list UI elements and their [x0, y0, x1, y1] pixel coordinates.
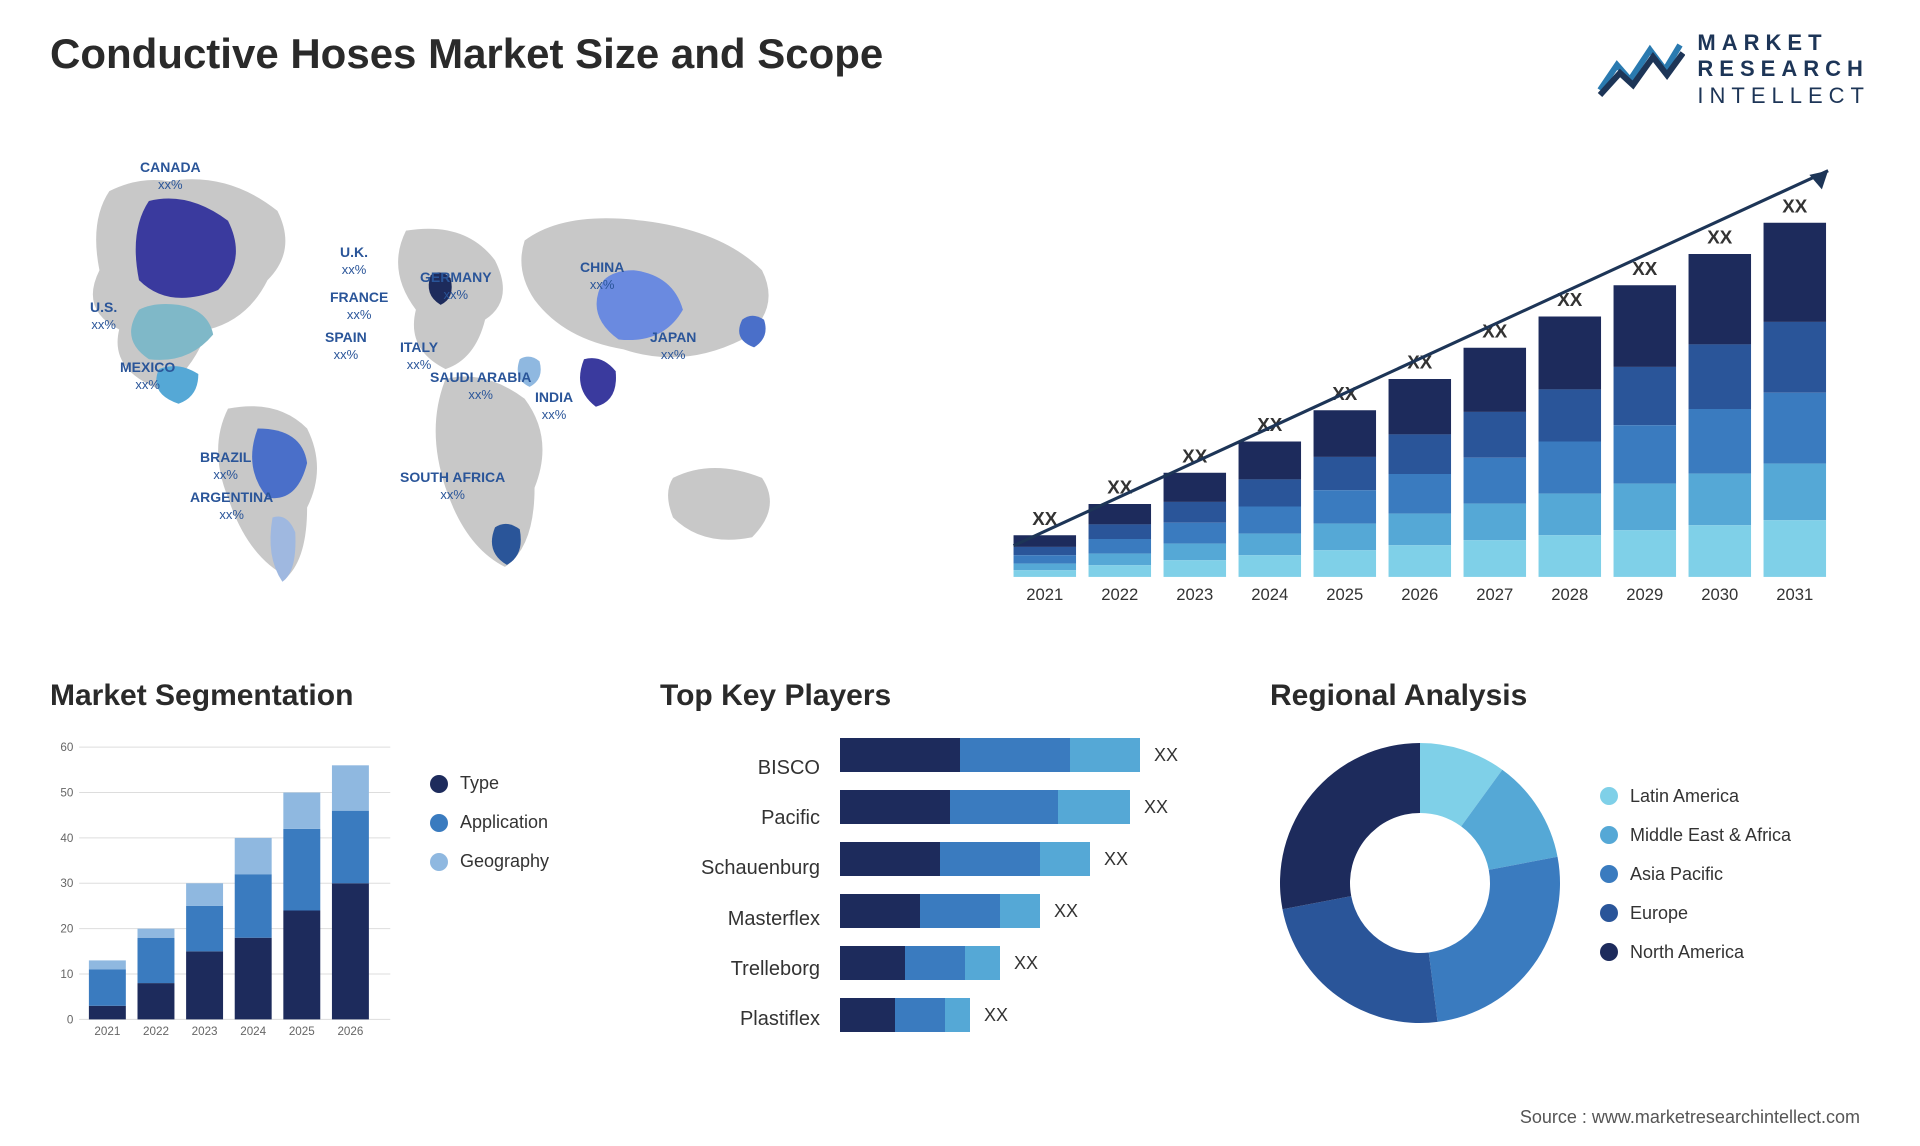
map-panel: CANADAxx% U.S.xx%MEXICOxx% BRAZILxx% ARGENT…	[50, 129, 940, 629]
legend-item: Geography	[430, 851, 610, 872]
map-label: JAPANxx%	[650, 329, 696, 363]
regional-legend: Latin America Middle East & Africa Asia Pa…	[1600, 786, 1870, 981]
map-label: MEXICOxx%	[120, 359, 175, 393]
svg-text:60: 60	[60, 741, 73, 754]
legend-item: Europe	[1600, 903, 1870, 924]
map-label: BRAZILxx%	[200, 449, 251, 483]
legend-item: Application	[430, 812, 610, 833]
growth-chart: XX2021XX2022XX2023XX2024XX2025XX2026XX20…	[980, 129, 1870, 629]
svg-text:2031: 2031	[1776, 585, 1813, 604]
regional-title: Regional Analysis	[1270, 679, 1870, 713]
page-title: Conductive Hoses Market Size and Scope	[50, 30, 883, 78]
svg-text:2024: 2024	[1251, 585, 1288, 604]
players-bars: XX XX XX XX XX XX	[840, 733, 1220, 1045]
players-title: Top Key Players	[660, 679, 1220, 713]
segmentation-legend: Type Application Geography	[430, 733, 610, 1053]
svg-text:XX: XX	[1782, 196, 1808, 217]
map-label: U.S.xx%	[90, 299, 117, 333]
svg-text:2027: 2027	[1476, 585, 1513, 604]
legend-item: Asia Pacific	[1600, 864, 1870, 885]
svg-text:2026: 2026	[337, 1025, 363, 1038]
player-name: Plastiflex	[660, 998, 820, 1042]
map-label: ARGENTINAxx%	[190, 489, 273, 523]
svg-text:2023: 2023	[192, 1025, 218, 1038]
players-names: BISCO Pacific Schauenburg Masterflex Trelleb…	[660, 733, 820, 1045]
svg-text:2022: 2022	[143, 1025, 169, 1038]
map-label: INDIAxx%	[535, 389, 573, 423]
player-row: XX	[840, 889, 1220, 933]
svg-text:2025: 2025	[289, 1025, 315, 1038]
svg-text:XX: XX	[1632, 258, 1658, 279]
player-row: XX	[840, 785, 1220, 829]
svg-text:2028: 2028	[1551, 585, 1588, 604]
regional-panel: Regional Analysis Latin America Middle Ea…	[1270, 679, 1870, 1099]
player-name: Trelleborg	[660, 948, 820, 992]
header: Conductive Hoses Market Size and Scope M…	[50, 30, 1870, 109]
svg-text:2023: 2023	[1176, 585, 1213, 604]
map-label: SOUTH AFRICAxx%	[400, 469, 505, 503]
svg-text:10: 10	[60, 968, 73, 981]
svg-text:2029: 2029	[1626, 585, 1663, 604]
player-name: Schauenburg	[660, 847, 820, 891]
svg-text:2030: 2030	[1701, 585, 1738, 604]
map-label: SAUDI ARABIAxx%	[430, 369, 531, 403]
svg-text:2021: 2021	[94, 1025, 120, 1038]
svg-text:0: 0	[67, 1013, 74, 1026]
player-row: XX	[840, 941, 1220, 985]
player-name: BISCO	[660, 746, 820, 790]
growth-chart-panel: XX2021XX2022XX2023XX2024XX2025XX2026XX20…	[980, 129, 1870, 629]
player-row: XX	[840, 837, 1220, 881]
map-label: U.K.xx%	[340, 244, 368, 278]
legend-item: Middle East & Africa	[1600, 825, 1870, 846]
map-label: CHINAxx%	[580, 259, 624, 293]
segmentation-panel: Market Segmentation 0 10 20 30 40 50 60 2021 202…	[50, 679, 610, 1099]
player-name: Pacific	[660, 797, 820, 841]
svg-text:2026: 2026	[1401, 585, 1438, 604]
map-label: GERMANYxx%	[420, 269, 492, 303]
svg-text:2025: 2025	[1326, 585, 1363, 604]
map-label: CANADAxx%	[140, 159, 201, 193]
logo-icon	[1595, 35, 1685, 105]
top-row: CANADAxx% U.S.xx%MEXICOxx% BRAZILxx% ARGENT…	[50, 129, 1870, 629]
svg-text:2021: 2021	[1026, 585, 1063, 604]
svg-text:2022: 2022	[1101, 585, 1138, 604]
legend-item: North America	[1600, 942, 1870, 963]
svg-text:40: 40	[60, 832, 73, 845]
svg-text:XX: XX	[1107, 477, 1133, 498]
map-label: SPAINxx%	[325, 329, 367, 363]
source-text: Source : www.marketresearchintellect.com	[1520, 1107, 1860, 1128]
segmentation-title: Market Segmentation	[50, 679, 610, 713]
bottom-row: Market Segmentation 0 10 20 30 40 50 60 2021 202…	[50, 679, 1870, 1099]
svg-text:20: 20	[60, 923, 73, 936]
segmentation-chart: 0 10 20 30 40 50 60 2021 2022 2023 2024 2025 2026	[50, 733, 400, 1053]
svg-text:50: 50	[60, 787, 73, 800]
donut-chart	[1270, 733, 1570, 1033]
legend-item: Latin America	[1600, 786, 1870, 807]
svg-text:2024: 2024	[240, 1025, 266, 1038]
logo: MARKET RESEARCH INTELLECT	[1595, 30, 1870, 109]
map-label: ITALYxx%	[400, 339, 438, 373]
logo-text: MARKET RESEARCH INTELLECT	[1697, 30, 1870, 109]
player-row: XX	[840, 733, 1220, 777]
player-row: XX	[840, 993, 1220, 1037]
player-name: Masterflex	[660, 897, 820, 941]
svg-text:30: 30	[60, 877, 73, 890]
players-panel: Top Key Players BISCO Pacific Schauenburg M…	[660, 679, 1220, 1099]
svg-text:XX: XX	[1707, 227, 1733, 248]
map-label: FRANCExx%	[330, 289, 388, 323]
legend-item: Type	[430, 773, 610, 794]
